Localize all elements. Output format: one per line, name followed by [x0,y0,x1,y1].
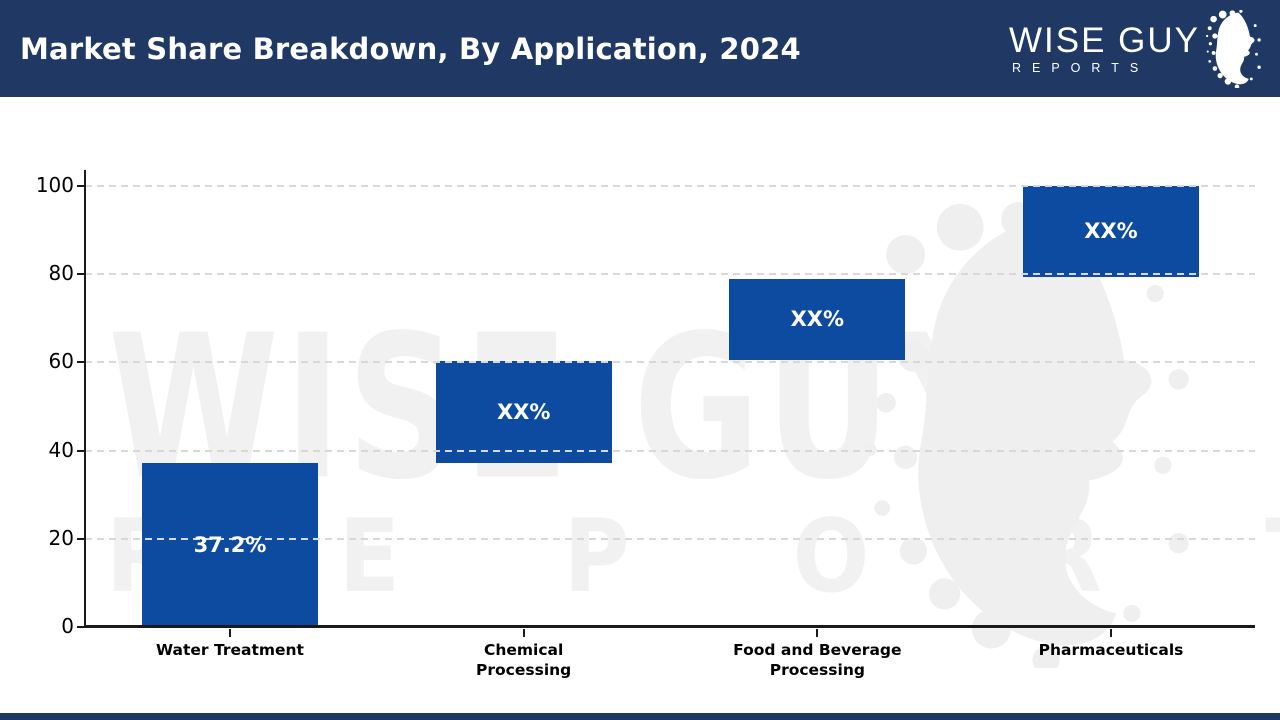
bar-food-and-beverage-processing [729,279,906,360]
brand-face-icon [1205,9,1261,88]
y-axis-line [84,170,86,628]
x-tick-water-treatment [229,629,231,637]
gridline-40 [85,449,1255,452]
bar-value-label-food-and-beverage-processing: XX% [790,307,845,332]
x-axis-line [85,625,1255,628]
y-tick-label-60: 60 [48,349,74,374]
x-label-chemical-processing: Chemical Processing [409,640,639,680]
bar-pharmaceuticals [1023,186,1199,277]
brand-subtitle: REPORTS [1011,60,1150,75]
bar-chemical-processing [435,361,612,463]
bar-value-label-water-treatment: 37.2% [193,532,267,557]
y-tick-40 [77,449,85,452]
x-label-pharmaceuticals: Pharmaceuticals [996,640,1226,660]
x-label-line: Processing [769,661,865,679]
bar-water-treatment [142,462,318,627]
gridline-20 [85,537,1255,540]
y-tick-100 [77,185,85,187]
x-label-food-and-beverage-processing: Food and Beverage Processing [702,640,932,680]
brand-name: WISE GUY [1008,20,1200,60]
x-label-water-treatment: Water Treatment [115,640,345,660]
brand-text: WISE GUY REPORTS [1008,20,1200,75]
x-label-line: Processing [476,661,572,679]
y-tick-label-20: 20 [48,525,74,550]
x-label-line: Water Treatment [156,641,304,659]
header: Market Share Breakdown, By Application, … [0,0,1280,97]
x-label-line: Food and Beverage [733,641,902,659]
bar-value-label-chemical-processing: XX% [496,399,551,424]
page-title: Market Share Breakdown, By Application, … [20,31,801,66]
y-tick-0 [77,626,85,628]
gridline-80 [85,273,1255,276]
y-tick-label-0: 0 [61,614,74,638]
x-tick-pharmaceuticals [1110,629,1112,637]
x-tick-chemical-processing [522,629,525,637]
x-tick-food-and-beverage-processing [816,629,819,637]
x-label-line: Pharmaceuticals [1038,641,1184,659]
gridline-60 [85,361,1255,364]
y-tick-60 [77,361,85,364]
gridline-100 [85,185,1255,187]
brand-logo: WISE GUY REPORTS [1008,9,1270,88]
bar-value-label-pharmaceuticals: XX% [1084,219,1138,244]
y-tick-label-100: 100 [35,173,74,197]
y-tick-20 [77,537,85,540]
footer-bar [0,713,1280,720]
y-tick-80 [77,273,85,276]
x-label-line: Chemical [483,641,564,659]
y-tick-label-40: 40 [48,437,74,462]
y-tick-label-80: 80 [48,261,74,286]
